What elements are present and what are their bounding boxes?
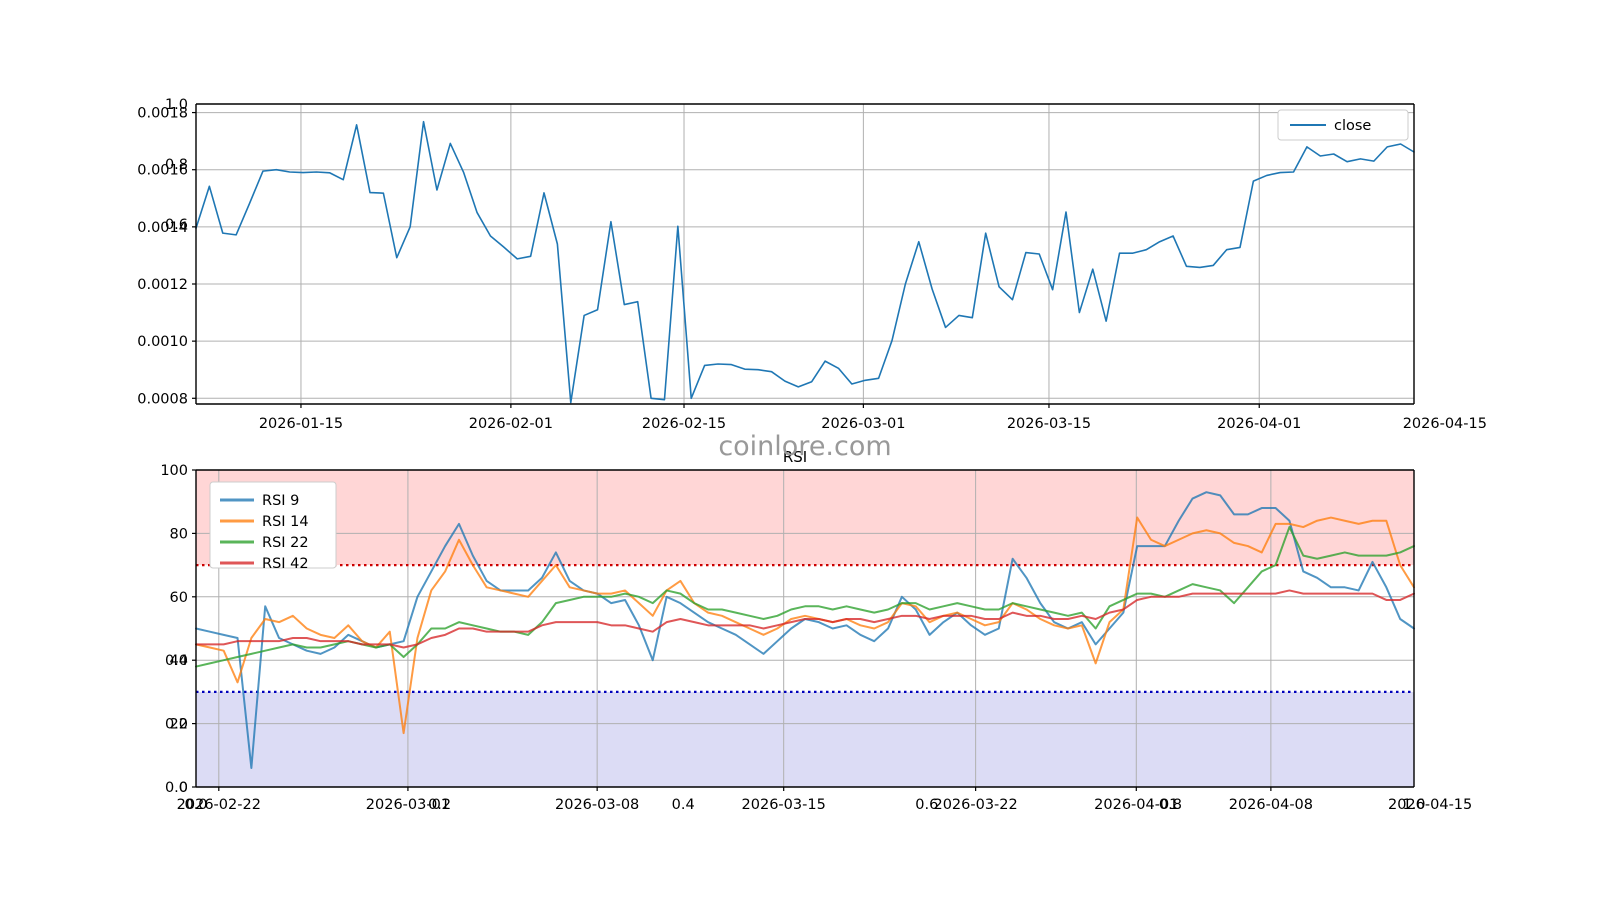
- price-legend-label: close: [1334, 118, 1371, 134]
- rsi-y-tick-label: 20: [170, 717, 188, 733]
- rsi-x-tick-label-secondary: 0.4: [672, 797, 695, 813]
- rsi-band-1: [196, 691, 1414, 787]
- watermark-text: coinlore.com: [718, 431, 891, 462]
- rsi-line-rsi-14: [195, 516, 1415, 735]
- price-x-tick-label: 2026-02-15: [642, 416, 726, 432]
- price-axis-frame: [195, 103, 1415, 405]
- rsi-y-tick-label-secondary: 0.4: [165, 653, 188, 669]
- price-y-tick-label: 0.0018: [137, 106, 188, 122]
- rsi-panel: 0 20 40 60 80 100 0.0 0.2 0.4 2026-02-22 2026-03-0…: [160, 448, 1472, 813]
- rsi-y-axis-labels-secondary: 0.0 0.2 0.4: [165, 653, 188, 796]
- rsi-legend-label-0: RSI 9: [262, 493, 299, 509]
- rsi-x-tick-label: 2026-04-08: [1229, 797, 1313, 813]
- rsi-legend-label-2: RSI 22: [262, 535, 309, 551]
- price-legend-box: [1277, 109, 1409, 141]
- rsi-x-tick-label: 2026-03-22: [933, 797, 1017, 813]
- rsi-series: [195, 491, 1415, 769]
- price-y-tick-label: 0.0014: [137, 220, 188, 236]
- rsi-axis-frame: [195, 469, 1415, 788]
- price-y-tick-label: 0.0016: [137, 163, 188, 179]
- rsi-x-tick-label-secondary: 1.0: [1402, 797, 1425, 813]
- rsi-x-tick-label-secondary: 0.0: [184, 797, 207, 813]
- price-y-tick-label-secondary: 0.6: [165, 217, 188, 233]
- rsi-panel-title: RSI: [783, 448, 807, 466]
- rsi-y-tick-label: 60: [170, 590, 188, 606]
- rsi-x-axis-labels: 2026-02-22 2026-03-01 2026-03-08 2026-03-15…: [177, 787, 1472, 813]
- price-x-tick-label: 2026-03-15: [1007, 416, 1091, 432]
- price-x-tick-label: 2026-02-01: [469, 416, 553, 432]
- rsi-legend-box: [209, 481, 337, 569]
- price-legend: close: [1277, 109, 1409, 141]
- price-y-axis-labels: 0.0008 0.0010 0.0012 0.0014 0.0016 0.0018: [137, 106, 196, 407]
- rsi-line-rsi-42: [195, 589, 1415, 649]
- rsi-y-tick-label: 100: [160, 463, 188, 479]
- rsi-x-tick-label: 2026-04-15: [1388, 797, 1472, 813]
- price-x-tick-label: 2026-04-01: [1217, 416, 1301, 432]
- price-y-tick-label: 0.0010: [137, 334, 188, 350]
- rsi-x-tick-label: 2026-03-08: [555, 797, 639, 813]
- rsi-bands: [196, 470, 1414, 787]
- price-y-tick-label: 0.0008: [137, 391, 188, 407]
- rsi-x-tick-label-secondary: 0.8: [1159, 797, 1182, 813]
- rsi-x-tick-label-secondary: 0.6: [915, 797, 938, 813]
- rsi-y-tick-label: 40: [170, 653, 188, 669]
- price-x-tick-label: 2026-03-01: [821, 416, 905, 432]
- rsi-y-tick-label: 0: [179, 780, 188, 796]
- rsi-legend: RSI 9 RSI 14 RSI 22 RSI 42: [209, 481, 337, 572]
- price-y-tick-label: 0.0012: [137, 277, 188, 293]
- rsi-x-tick-label: 2026-03-01: [366, 797, 450, 813]
- rsi-y-tick-label: 80: [170, 526, 188, 542]
- price-y-tick-label-secondary: 0.8: [165, 157, 188, 173]
- price-x-tick-label: 2026-04-15: [1403, 416, 1487, 432]
- rsi-x-tick-label: 2026-04-01: [1094, 797, 1178, 813]
- price-grid: [196, 104, 1414, 404]
- price-panel: 0.00080.00100.00120.00140.00160.00180.60…: [137, 97, 1487, 432]
- rsi-legend-label-3: RSI 42: [262, 556, 309, 572]
- rsi-line-rsi-22: [195, 526, 1415, 668]
- price-plot-background: [196, 104, 1414, 404]
- rsi-x-tick-label: 2026-02-22: [177, 797, 261, 813]
- price-x-tick-label: 2026-01-15: [259, 416, 343, 432]
- rsi-y-tick-label-secondary: 0.2: [165, 717, 188, 733]
- rsi-threshold-lines: [196, 563, 1414, 694]
- price-series: [195, 120, 1415, 404]
- price-y-axis-labels-secondary: 0.6 0.8 1.0: [165, 97, 188, 233]
- price-line-close: [195, 120, 1415, 404]
- rsi-y-tick-label-secondary: 0.0: [165, 780, 188, 796]
- rsi-x-axis-labels-secondary: 0.0 0.2 0.4 0.6 0.8 1.0: [184, 797, 1425, 813]
- rsi-band-0: [196, 470, 1414, 566]
- price-x-axis-labels: 2026-01-15 2026-02-01 2026-02-15 2026-03-01…: [259, 404, 1487, 432]
- price-y-tick-label-secondary: 1.0: [165, 97, 188, 113]
- rsi-x-tick-label-secondary: 0.2: [428, 797, 451, 813]
- rsi-legend-label-1: RSI 14: [262, 514, 309, 530]
- rsi-x-tick-label: 2026-03-15: [742, 797, 826, 813]
- rsi-y-axis-labels: 0 20 40 60 80 100: [160, 463, 196, 796]
